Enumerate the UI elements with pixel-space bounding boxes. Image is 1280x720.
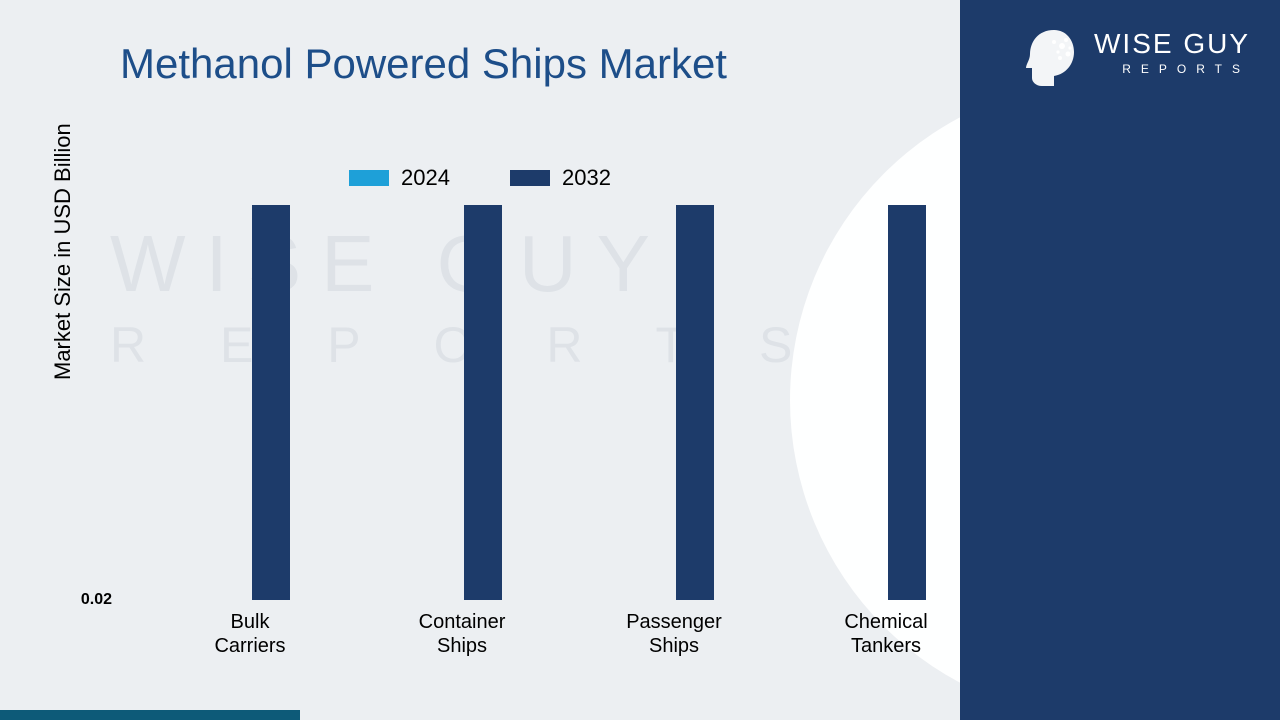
y-axis-label: Market Size in USD Billion bbox=[50, 123, 76, 380]
legend-swatch-2024 bbox=[349, 170, 389, 186]
legend-label-2032: 2032 bbox=[562, 165, 611, 191]
bottom-accent-bar bbox=[0, 710, 300, 720]
bar-2032-2 bbox=[676, 205, 714, 600]
bar-group-2: Passenger Ships bbox=[594, 200, 754, 600]
brand-main: WISE GUY bbox=[1094, 30, 1250, 58]
bar-group-3: Chemical Tankers bbox=[806, 200, 966, 600]
legend-item-2024: 2024 bbox=[349, 165, 450, 191]
bar-group-1: Container Ships bbox=[382, 200, 542, 600]
legend-swatch-2032 bbox=[510, 170, 550, 186]
bar-group-0: Bulk Carriers bbox=[170, 200, 330, 600]
brand-logo: WISE GUY REPORTS bbox=[1094, 30, 1250, 76]
brand-sub: REPORTS bbox=[1094, 62, 1250, 76]
bar-2032-3 bbox=[888, 205, 926, 600]
legend-item-2032: 2032 bbox=[510, 165, 611, 191]
category-label-0: Bulk Carriers bbox=[170, 610, 330, 658]
bar-2032-1 bbox=[464, 205, 502, 600]
legend-label-2024: 2024 bbox=[401, 165, 450, 191]
category-label-1: Container Ships bbox=[382, 610, 542, 658]
brain-head-icon bbox=[1024, 28, 1080, 88]
chart-canvas: WISE GUY REPORTS Methanol Powered Ships … bbox=[0, 0, 1280, 720]
y-tick-label: 0.02 bbox=[81, 591, 112, 609]
plot-area: 0.02 Bulk Carriers Container Ships Passe… bbox=[120, 200, 980, 600]
chart-title: Methanol Powered Ships Market bbox=[120, 40, 727, 88]
legend: 2024 2032 bbox=[0, 165, 960, 191]
category-label-3: Chemical Tankers bbox=[806, 610, 966, 658]
right-panel bbox=[960, 0, 1280, 720]
bar-2032-0 bbox=[252, 205, 290, 600]
category-label-2: Passenger Ships bbox=[594, 610, 754, 658]
